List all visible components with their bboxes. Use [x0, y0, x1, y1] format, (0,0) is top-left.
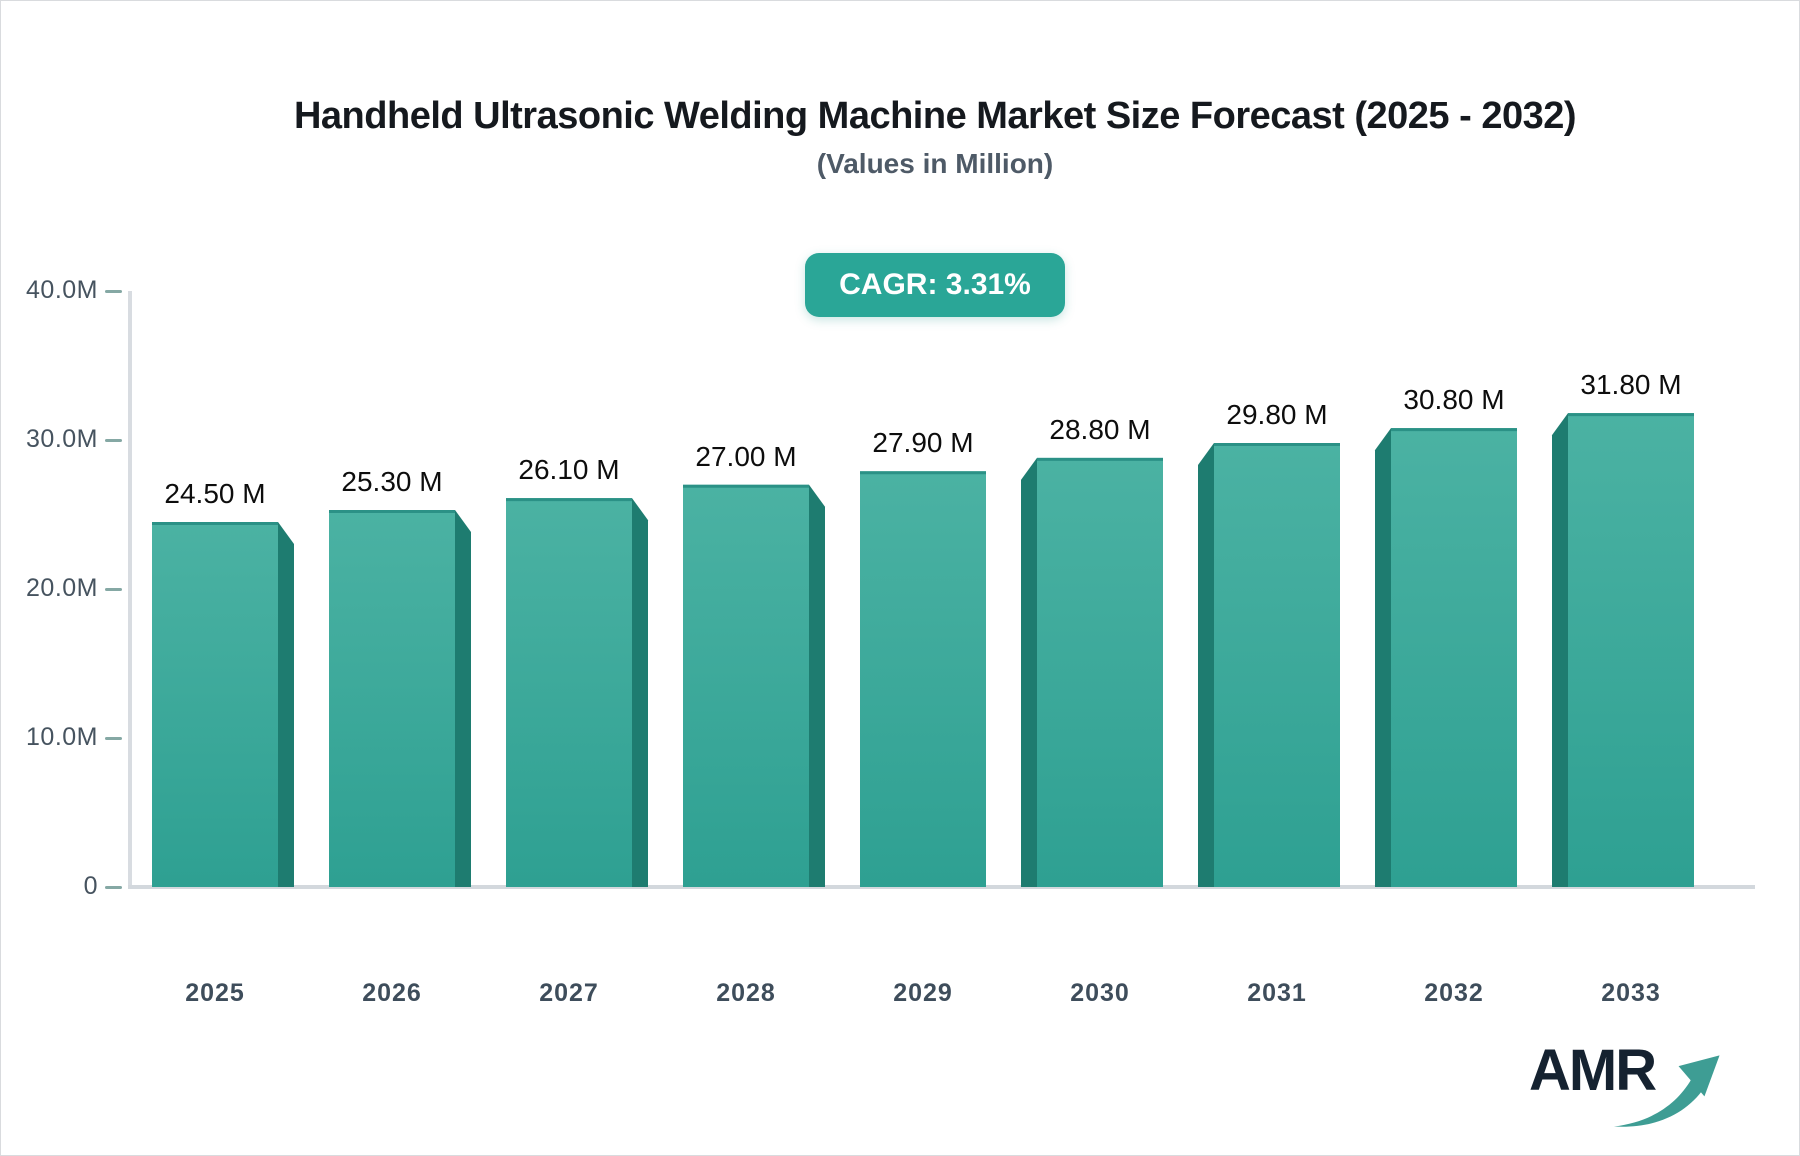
bar-top-edge-2030	[1037, 457, 1163, 461]
bar-top-edge-2025	[152, 521, 278, 525]
value-label-2031: 29.80 M	[1226, 398, 1328, 430]
y-tick-label-0: 0	[83, 872, 98, 900]
bar-side-2033	[1552, 413, 1568, 887]
y-tick-label-10.0M: 10.0M	[26, 723, 98, 751]
bar-side-2031	[1198, 442, 1214, 887]
y-tick-dash-10.0M	[105, 736, 122, 740]
bar-face-2029	[860, 471, 986, 887]
x-axis-baseline	[128, 885, 1755, 889]
bar-side-2025	[278, 521, 294, 887]
bar-face-2028	[683, 484, 809, 887]
bar-face-2032	[1391, 428, 1517, 887]
value-label-2029: 27.90 M	[872, 427, 974, 459]
x-label-2026: 2026	[362, 979, 422, 1007]
value-label-2025: 24.50 M	[164, 477, 266, 509]
y-axis-line	[128, 291, 132, 889]
value-label-2030: 28.80 M	[1049, 413, 1151, 445]
cagr-badge: CAGR: 3.31%	[805, 253, 1065, 317]
bar-top-edge-2031	[1214, 442, 1340, 446]
y-tick-dash-30.0M	[105, 438, 122, 442]
x-label-2025: 2025	[185, 979, 245, 1007]
bar-top-edge-2032	[1391, 428, 1517, 432]
y-tick-dash-40.0M	[105, 289, 122, 293]
bar-top-edge-2026	[329, 510, 455, 514]
amr-logo-text: AMR	[1529, 1038, 1657, 1103]
bar-face-2026	[329, 510, 455, 887]
bar-top-edge-2029	[860, 471, 986, 475]
x-label-2029: 2029	[893, 979, 953, 1007]
bar-face-2025	[152, 521, 278, 887]
bar-side-2032	[1375, 428, 1391, 887]
bar-side-2027	[632, 498, 648, 887]
y-tick-label-20.0M: 20.0M	[26, 574, 98, 602]
bar-face-2027	[506, 498, 632, 887]
x-label-2032: 2032	[1424, 979, 1484, 1007]
chart-subtitle: (Values in Million)	[816, 148, 1054, 179]
bar-top-edge-2027	[506, 498, 632, 502]
bar-top-edge-2033	[1568, 413, 1694, 417]
x-label-2030: 2030	[1070, 979, 1130, 1007]
value-label-2027: 26.10 M	[518, 454, 620, 486]
y-tick-dash-20.0M	[105, 587, 122, 591]
y-tick-dash-0	[105, 885, 122, 889]
value-label-2028: 27.00 M	[695, 440, 797, 472]
x-label-2033: 2033	[1601, 979, 1661, 1007]
x-label-2028: 2028	[716, 979, 776, 1007]
value-label-2026: 25.30 M	[341, 466, 443, 498]
y-tick-label-40.0M: 40.0M	[26, 276, 98, 304]
x-label-2027: 2027	[539, 979, 599, 1007]
chart-title: Handheld Ultrasonic Welding Machine Mark…	[293, 95, 1577, 137]
x-label-2031: 2031	[1247, 979, 1307, 1007]
bar-face-2030	[1037, 457, 1163, 887]
value-label-2033: 31.80 M	[1580, 369, 1682, 401]
bar-face-2033	[1568, 413, 1694, 887]
y-tick-label-30.0M: 30.0M	[26, 425, 98, 453]
cagr-badge-wrap: CAGR: 3.31%	[71, 253, 1799, 317]
growth-arrow-icon	[1613, 1055, 1720, 1127]
amr-logo: AMR	[1529, 1037, 1739, 1137]
bar-face-2031	[1214, 442, 1340, 887]
bar-side-2028	[809, 484, 825, 887]
value-label-2032: 30.80 M	[1403, 384, 1505, 416]
bar-side-2026	[455, 510, 471, 887]
bar-side-2030	[1021, 457, 1037, 887]
bar-top-edge-2028	[683, 484, 809, 488]
